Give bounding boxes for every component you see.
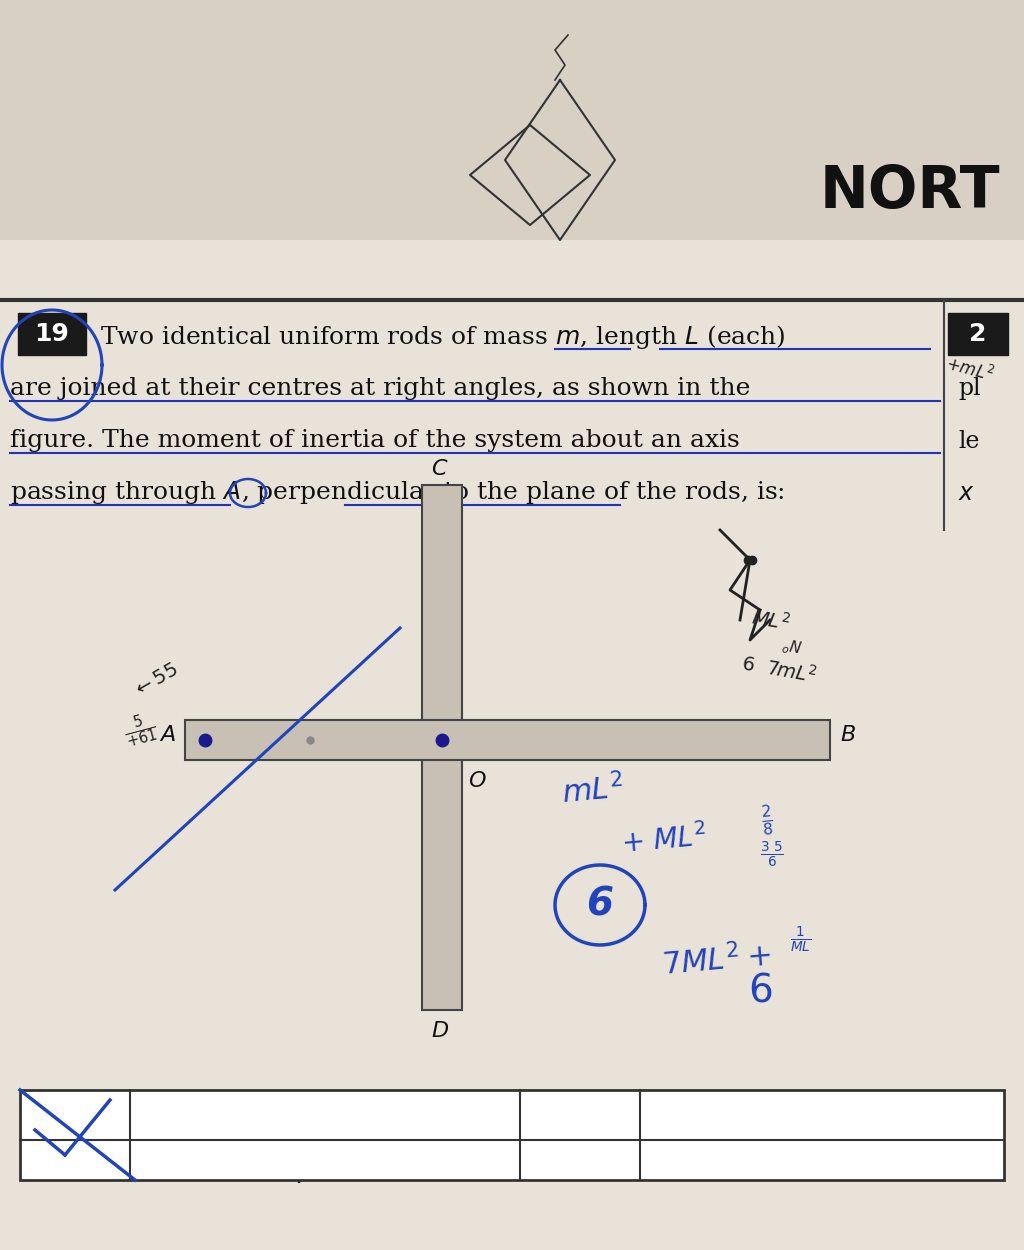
Text: $B$: $B$ <box>840 724 856 746</box>
Text: NORT: NORT <box>819 162 1000 220</box>
Text: $\frac{1}{ML}$: $\frac{1}{ML}$ <box>790 925 811 955</box>
Text: $x$: $x$ <box>958 481 975 505</box>
Text: $6$: $6$ <box>748 971 772 1009</box>
Text: Two identical uniform rods of mass $m$, length $L$ (each): Two identical uniform rods of mass $m$, … <box>100 322 785 351</box>
Text: passing through $A$, perpendicular to the plane of the rods, is:: passing through $A$, perpendicular to th… <box>10 480 784 506</box>
Text: 19: 19 <box>35 322 70 346</box>
Text: 4.: 4. <box>568 1150 592 1174</box>
Text: $\dfrac{5}{4}\ mL^2$: $\dfrac{5}{4}\ mL^2$ <box>288 1139 362 1186</box>
Text: $_oN$: $_oN$ <box>780 638 803 659</box>
Text: $7$: $7$ <box>814 1150 829 1174</box>
Bar <box>0 0 1024 240</box>
Text: 2: 2 <box>970 322 987 346</box>
Text: $mL^2$: $mL^2$ <box>949 325 991 355</box>
Text: $\frac{2}{8}$: $\frac{2}{8}$ <box>760 802 775 838</box>
Bar <box>948 312 1008 355</box>
Text: le: le <box>958 430 980 452</box>
Text: $7ML^2+$: $7ML^2+$ <box>660 939 772 981</box>
Bar <box>422 485 462 1010</box>
Text: $\dfrac{5mL^2}{12}$: $\dfrac{5mL^2}{12}$ <box>790 1089 854 1141</box>
Bar <box>185 720 830 760</box>
Text: $\dfrac{2}{3}\ mL^2$: $\dfrac{2}{3}\ mL^2$ <box>288 1091 362 1139</box>
Text: $mL^2$: $mL^2$ <box>560 771 625 809</box>
Bar <box>18 312 86 355</box>
Text: $D$: $D$ <box>431 1020 450 1042</box>
Text: $6\ \ 7mL^2$: $6\ \ 7mL^2$ <box>740 652 819 688</box>
Text: $+\ ML^2$: $+\ ML^2$ <box>620 821 709 859</box>
Text: pl: pl <box>958 378 981 400</box>
Text: $\leftarrow$55: $\leftarrow$55 <box>130 660 182 700</box>
Bar <box>20 1090 1004 1180</box>
Text: 3.: 3. <box>63 1150 86 1174</box>
Text: $+mL^2$: $+mL^2$ <box>944 354 996 386</box>
Text: $\frac{3\ 5}{6}$: $\frac{3\ 5}{6}$ <box>760 840 783 870</box>
Text: $O$: $O$ <box>468 770 486 792</box>
Text: $A$: $A$ <box>159 724 176 746</box>
Text: $C$: $C$ <box>431 458 449 480</box>
Text: 6: 6 <box>587 886 613 924</box>
Text: 2.: 2. <box>568 1104 592 1126</box>
Text: $ML^2$: $ML^2$ <box>750 606 792 634</box>
Text: are joined at their centres at right angles, as shown in the: are joined at their centres at right ang… <box>10 378 751 400</box>
Text: figure. The moment of inertia of the system about an axis: figure. The moment of inertia of the sys… <box>10 430 739 452</box>
Text: 1.: 1. <box>63 1104 86 1126</box>
Text: $\frac{5}{+61}$: $\frac{5}{+61}$ <box>120 709 161 751</box>
